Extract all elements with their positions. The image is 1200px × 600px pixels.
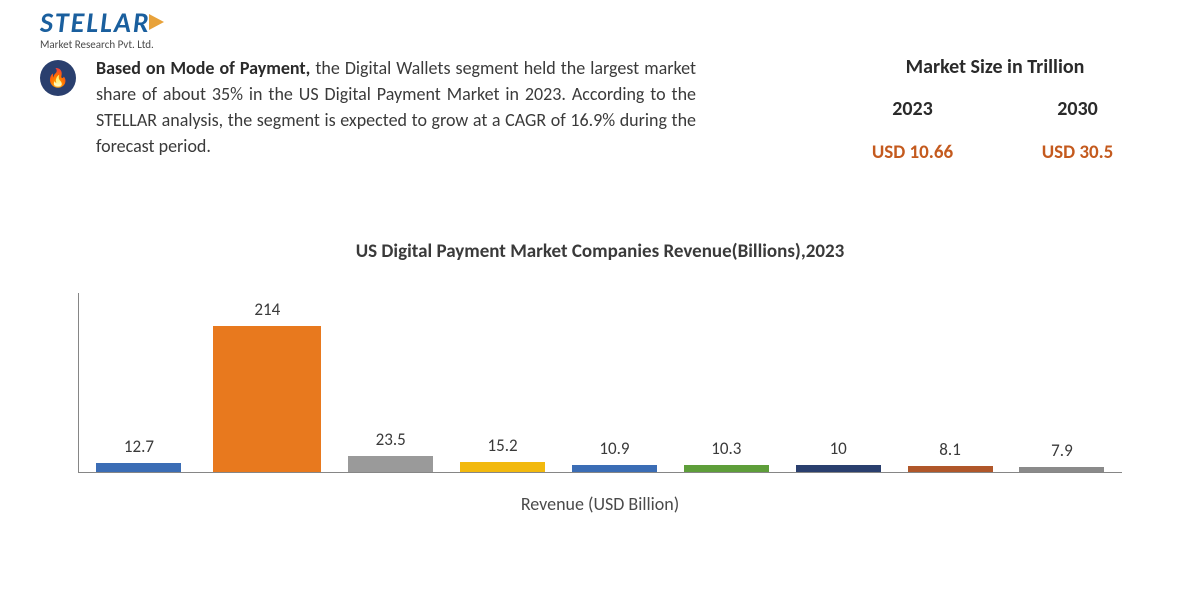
bar-item: 12.7 (96, 436, 181, 472)
bar-value-label: 8.1 (939, 439, 961, 460)
bar-value-label: 23.5 (376, 429, 406, 450)
insight-lead: Based on Mode of Payment, (96, 57, 310, 79)
market-size-years-row: 2023 USD 10.66 2030 USD 30.5 (830, 97, 1160, 164)
bar-row: 12.7 214 23.5 15.2 10.9 10.3 10 8.1 7.9 (79, 293, 1122, 472)
bar-rect (213, 326, 321, 472)
bar-item: 23.5 (348, 429, 433, 472)
bar-rect (460, 462, 545, 472)
market-size-title: Market Size in Trillion (830, 55, 1160, 79)
year-value: USD 30.5 (1003, 141, 1152, 164)
bar-item: 10.3 (684, 438, 769, 472)
chart-plot-area: 12.7 214 23.5 15.2 10.9 10.3 10 8.1 7.9 (78, 293, 1122, 473)
brand-logo: STELLAR Market Research Pvt. Ltd. (40, 5, 240, 51)
x-axis-label: Revenue (USD Billion) (60, 493, 1140, 515)
chart-title: US Digital Payment Market Companies Reve… (60, 240, 1140, 263)
year-label: 2030 (1003, 97, 1152, 121)
bar-item: 15.2 (460, 435, 545, 472)
bar-item: 10 (796, 438, 881, 472)
logo-arrow-icon (149, 14, 164, 30)
bar-item: 8.1 (908, 439, 993, 472)
revenue-chart: US Digital Payment Market Companies Reve… (60, 240, 1140, 533)
chart-wrap: 12.7 214 23.5 15.2 10.9 10.3 10 8.1 7.9 Revenue … (60, 293, 1140, 533)
year-value: USD 10.66 (838, 141, 987, 164)
insight-badge: 🔥 (40, 60, 76, 96)
bar-item: 214 (213, 299, 321, 472)
bar-rect (348, 456, 433, 472)
bar-value-label: 214 (254, 299, 280, 320)
bar-rect (96, 463, 181, 472)
bar-item: 7.9 (1019, 440, 1104, 472)
bar-rect (908, 466, 993, 472)
bar-rect (1019, 467, 1104, 472)
year-label: 2023 (838, 97, 987, 121)
top-section: 🔥 Based on Mode of Payment, the Digital … (40, 55, 1160, 178)
market-size-panel: Market Size in Trillion 2023 USD 10.66 2… (830, 55, 1160, 178)
bar-value-label: 15.2 (487, 435, 517, 456)
market-size-year-1: 2030 USD 30.5 (1003, 97, 1152, 164)
logo-text: STELLAR (40, 5, 151, 40)
bar-rect (796, 465, 881, 472)
bar-value-label: 10.9 (599, 438, 629, 459)
bar-rect (572, 465, 657, 472)
insight-description: Based on Mode of Payment, the Digital Wa… (96, 55, 696, 178)
market-size-year-0: 2023 USD 10.66 (838, 97, 987, 164)
bar-value-label: 10 (830, 438, 847, 459)
fire-icon: 🔥 (47, 67, 69, 89)
bar-item: 10.9 (572, 438, 657, 472)
bar-value-label: 10.3 (711, 438, 741, 459)
logo-subtext: Market Research Pvt. Ltd. (40, 38, 240, 51)
bar-value-label: 7.9 (1051, 440, 1073, 461)
bar-rect (684, 465, 769, 472)
bar-value-label: 12.7 (124, 436, 154, 457)
